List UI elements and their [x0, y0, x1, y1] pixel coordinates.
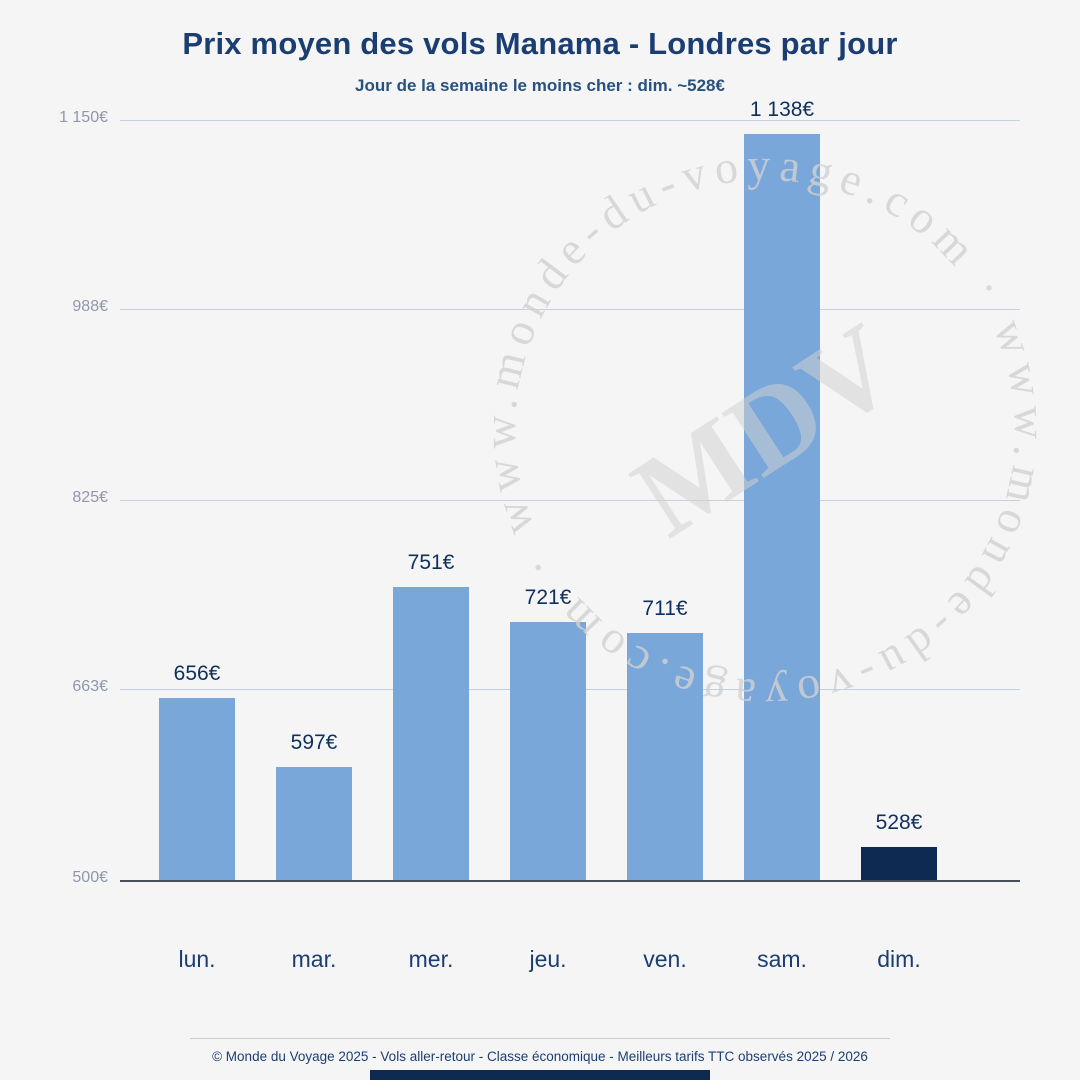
- bar-value-label: 711€: [642, 597, 688, 621]
- footer-divider: [190, 1038, 890, 1039]
- y-tick-label: 825€: [72, 489, 108, 506]
- x-tick-label: dim.: [877, 946, 921, 972]
- y-tick-label: 988€: [72, 298, 108, 316]
- bar-mer: [393, 586, 469, 880]
- bar-value-label: 751€: [407, 550, 455, 574]
- chart-title: Prix moyen des vols Manama - Londres par…: [182, 26, 898, 61]
- bar-value-label: 597€: [290, 730, 338, 754]
- bar-lun: [159, 697, 235, 880]
- chart-subtitle: Jour de la semaine le moins cher : dim. …: [355, 76, 725, 95]
- bar-value-label: 528€: [875, 811, 923, 835]
- bar-value-label: 1 138€: [749, 98, 815, 122]
- x-tick-label: lun.: [178, 946, 216, 972]
- y-tick-label: 663€: [72, 678, 108, 696]
- gridline-500: [120, 880, 1020, 882]
- gridline-825: [120, 500, 1020, 501]
- bar-ven: [627, 633, 703, 880]
- x-tick-label: sam.: [757, 946, 807, 972]
- brand-bar: [370, 1070, 710, 1080]
- y-tick-label: 500€: [72, 869, 108, 886]
- bar-value-label: 721€: [524, 585, 572, 609]
- bar-dim: [861, 847, 937, 880]
- y-tick-label: 1 150€: [59, 109, 108, 126]
- gridline-988: [120, 309, 1020, 311]
- bar-jeu: [510, 621, 586, 880]
- x-tick-label: jeu.: [529, 946, 567, 972]
- gridline-1150: [120, 120, 1020, 121]
- x-tick-label: ven.: [643, 946, 687, 972]
- bar-value-label: 656€: [173, 661, 221, 685]
- bar-mar: [276, 766, 352, 880]
- bar-sam: [744, 134, 820, 880]
- x-tick-label: mar.: [291, 946, 337, 972]
- footer-credit: © Monde du Voyage 2025 - Vols aller-reto…: [212, 1049, 868, 1064]
- x-tick-label: mer.: [408, 946, 454, 972]
